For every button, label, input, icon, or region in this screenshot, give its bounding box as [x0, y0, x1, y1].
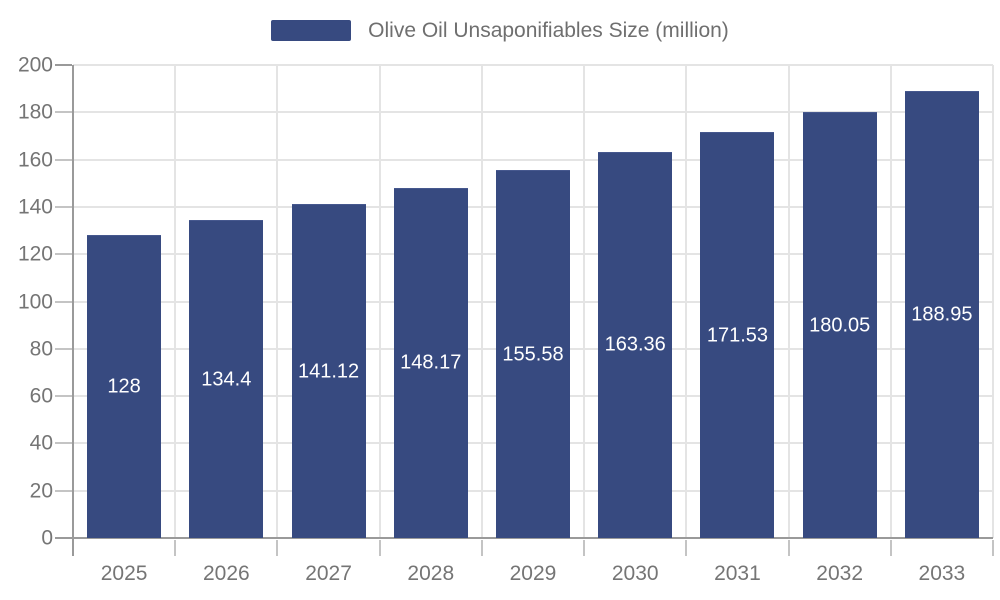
gridline-v	[992, 65, 994, 538]
x-tick	[583, 540, 586, 556]
bar[interactable]: 141.12	[291, 204, 366, 538]
x-axis-line	[73, 537, 993, 539]
x-axis-label: 2028	[407, 562, 455, 585]
bar-value-label: 180.05	[809, 314, 871, 337]
y-axis-label: 20	[29, 479, 53, 503]
x-axis-label: 2031	[714, 562, 761, 585]
bar-value-label: 141.12	[297, 360, 360, 383]
legend-label: Olive Oil Unsaponifiables Size (million)	[368, 19, 729, 42]
y-tick	[55, 395, 72, 398]
x-axis-label: 2029	[509, 562, 557, 585]
bar[interactable]: 163.36	[598, 151, 673, 538]
y-tick	[55, 158, 72, 161]
y-tick	[55, 442, 72, 445]
y-tick	[55, 111, 72, 114]
x-tick	[787, 540, 790, 556]
gridline-v	[583, 65, 586, 538]
gridline-v	[378, 65, 381, 538]
bar-value-label: 188.95	[911, 303, 973, 326]
y-tick	[55, 64, 72, 66]
x-tick	[685, 540, 688, 556]
gridline-v	[787, 65, 790, 538]
y-tick	[55, 300, 72, 303]
bar-value-label: 134.4	[201, 368, 252, 391]
y-axis-label: 140	[17, 195, 53, 219]
x-axis-label: 2030	[611, 562, 659, 585]
x-tick	[174, 540, 177, 556]
y-axis-label: 160	[17, 148, 53, 172]
bar[interactable]: 155.58	[496, 170, 570, 538]
gridline-v	[276, 65, 279, 538]
bar[interactable]: 180.05	[802, 112, 877, 538]
y-axis-label: 120	[17, 242, 53, 266]
bar[interactable]: 171.53	[700, 132, 775, 538]
gridline-h	[73, 158, 993, 161]
plot-area: 128 134.4 141.12 148.17 155.58 163.36 171.53 18…	[55, 64, 994, 556]
y-axis-label: 40	[29, 431, 53, 455]
x-tick	[276, 540, 279, 556]
y-tick	[55, 253, 72, 256]
gridline-h	[73, 111, 993, 114]
bar-value-label: 128	[107, 375, 141, 398]
y-axis-label: 0	[41, 526, 53, 550]
x-tick	[889, 540, 892, 556]
bar[interactable]: 128	[87, 235, 162, 538]
y-axis-label: 80	[29, 337, 53, 361]
gridline-v	[889, 65, 892, 538]
x-axis-label: 2025	[100, 562, 148, 585]
x-axis-label: 2026	[202, 562, 250, 585]
y-axis-label: 180	[17, 100, 53, 124]
y-axis-label: 60	[29, 384, 53, 408]
y-tick	[55, 347, 72, 350]
x-tick	[378, 540, 381, 556]
bar[interactable]: 148.17	[393, 187, 468, 538]
bar-value-label: 163.36	[604, 333, 666, 356]
x-axis-label: 2032	[816, 562, 864, 585]
x-axis-label: 2027	[305, 562, 352, 585]
gridline-v	[685, 65, 688, 538]
legend[interactable]: Olive Oil Unsaponifiables Size (million)	[0, 20, 1000, 41]
y-tick	[55, 205, 72, 208]
gridline-h	[73, 64, 993, 66]
y-axis-line	[72, 65, 74, 556]
x-axis-label: 2033	[918, 562, 966, 585]
y-axis-label: 100	[17, 290, 53, 313]
gridline-v	[174, 65, 177, 538]
bar[interactable]: 134.4	[189, 220, 264, 538]
gridline-v	[480, 65, 483, 538]
bar[interactable]: 188.95	[904, 91, 979, 538]
legend-swatch	[271, 20, 352, 41]
bar-value-label: 155.58	[502, 343, 564, 366]
x-tick	[992, 540, 994, 556]
y-tick	[55, 537, 72, 539]
x-tick	[480, 540, 483, 556]
y-axis-label: 200	[17, 53, 53, 77]
y-tick	[55, 489, 72, 492]
bar-value-label: 148.17	[400, 351, 462, 374]
bar-value-label: 171.53	[706, 324, 769, 347]
